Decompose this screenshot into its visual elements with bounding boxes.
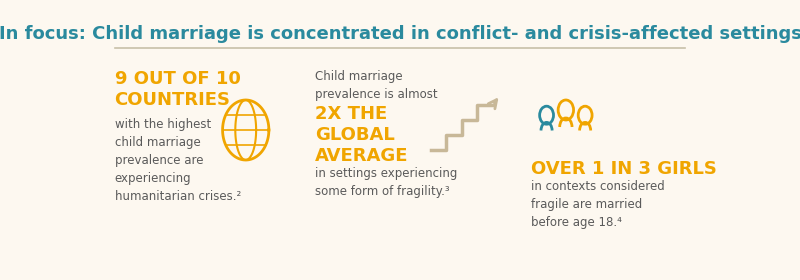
Text: in settings experiencing
some form of fragility.³: in settings experiencing some form of fr… (315, 167, 458, 198)
Text: 2X THE
GLOBAL
AVERAGE: 2X THE GLOBAL AVERAGE (315, 105, 409, 165)
Text: with the highest
child marriage
prevalence are
experiencing
humanitarian crises.: with the highest child marriage prevalen… (114, 118, 241, 203)
Text: 9 OUT OF 10
COUNTRIES: 9 OUT OF 10 COUNTRIES (114, 70, 241, 109)
Text: in contexts considered
fragile are married
before age 18.⁴: in contexts considered fragile are marri… (531, 180, 665, 229)
Text: OVER 1 IN 3 GIRLS: OVER 1 IN 3 GIRLS (531, 160, 717, 178)
Text: In focus: Child marriage is concentrated in conflict- and crisis-affected settin: In focus: Child marriage is concentrated… (0, 25, 800, 43)
Text: Child marriage
prevalence is almost: Child marriage prevalence is almost (315, 70, 438, 101)
